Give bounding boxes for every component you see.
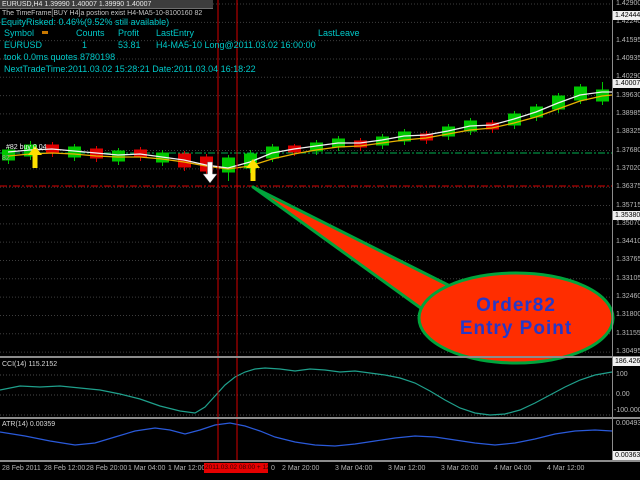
time-label: 0 (271, 465, 275, 472)
order-ticket-label: 82 (2, 155, 10, 162)
table-cell: 1 (82, 40, 88, 50)
time-label: 1 Mar 04:00 (128, 465, 166, 472)
annotation-bubble[interactable]: Order82 Entry Point (419, 294, 613, 340)
ea-quotes-line: took 0.0ms quotes 8780198 (4, 52, 116, 62)
price-label: 1.35070 (616, 219, 640, 227)
price-label: 1.42240 (616, 18, 640, 26)
exit-arrow-icon[interactable] (202, 161, 218, 184)
chart-titlebar[interactable]: EURUSD,H4 1.39990 1.40007 1.39990 1.4000… (0, 0, 213, 9)
buy-arrow-icon[interactable] (246, 159, 260, 181)
table-header: Profit (118, 28, 140, 38)
price-label: 1.41595 (616, 36, 640, 44)
table-cell: EURUSD (4, 40, 43, 50)
cci-axis-label: 100 (616, 371, 628, 378)
atr-value-box: 0.00363 (613, 451, 640, 460)
table-header: Symbol (4, 28, 35, 38)
annotation-ellipse[interactable] (417, 271, 615, 365)
chart-title: EURUSD,H4 1.39990 1.40007 1.39990 1.4000… (2, 1, 152, 8)
time-label: 28 Feb 12:00 (44, 465, 86, 472)
price-label: 1.40935 (616, 54, 640, 62)
time-label: 4 Mar 12:00 (547, 465, 585, 472)
price-label: 1.32460 (616, 293, 640, 301)
annotation-line2: Entry Point (459, 318, 573, 339)
symbol-sort-marker-icon (42, 31, 48, 34)
price-label: 1.31155 (616, 329, 640, 337)
price-label: 1.38985 (616, 109, 640, 117)
time-label: 1 Mar 12:00 (168, 465, 206, 472)
pane-separator[interactable] (0, 417, 640, 419)
time-highlight: 2011.03.02 08:00 + 12:00 (204, 463, 268, 473)
price-box: 1.42444 (613, 11, 640, 20)
price-label: 1.31800 (616, 311, 640, 319)
table-cell: 53.81 (118, 40, 141, 50)
ma-fast-line (7, 91, 612, 169)
cci-axis-label: 0.00 (616, 391, 630, 398)
table-header: LastEntry (156, 28, 195, 38)
annotation-line1: Order82 (476, 295, 556, 316)
price-label: 1.30495 (616, 348, 640, 356)
time-label: 3 Mar 04:00 (335, 465, 373, 472)
atr-axis-label: 0.00493 (616, 420, 640, 427)
price-box: 1.35380 (613, 211, 640, 220)
price-label: 1.42900 (616, 0, 640, 7)
price-axis-border (612, 0, 613, 462)
order-line-label: #82 buy 0.04 (6, 144, 47, 151)
cci-indicator-label: CCI(14) 115.2152 (2, 361, 58, 368)
ea-equity-line: EquityRisked: 0.46%(9.52% still availabl… (1, 17, 170, 27)
ea-status-line: The TimeFrame[BUY H4]a postion exist H4-… (2, 10, 203, 17)
atr-indicator-label: ATR(14) 0.00359 (2, 421, 56, 428)
price-label: 1.37680 (616, 146, 640, 154)
price-label: 1.37020 (616, 164, 640, 172)
price-box: 1.40007 (613, 79, 640, 88)
buy-arrow-icon[interactable] (28, 146, 42, 168)
candle (574, 86, 587, 101)
table-cell: H4-MA5-10 Long@2011.03.02 16:00:00 (156, 40, 316, 50)
candle (222, 157, 235, 173)
price-label: 1.38325 (616, 128, 640, 136)
time-label: 28 Feb 2011 (2, 465, 41, 472)
price-label: 1.33765 (616, 256, 640, 264)
pane-separator[interactable] (0, 460, 640, 462)
time-label: 2 Mar 20:00 (282, 465, 320, 472)
candle (354, 140, 367, 148)
time-label: 3 Mar 20:00 (441, 465, 479, 472)
price-label: 1.34410 (616, 238, 640, 246)
atr-line (0, 422, 613, 447)
table-header: Counts (76, 28, 105, 38)
price-label: 1.33105 (616, 274, 640, 282)
pane-separator[interactable] (0, 356, 640, 358)
price-label: 1.40290 (616, 73, 640, 81)
time-label: 28 Feb 20:00 (86, 465, 128, 472)
cci-value-box: 186.4264 (613, 357, 640, 366)
time-label: 4 Mar 04:00 (494, 465, 532, 472)
candle (112, 150, 125, 162)
table-header: LastLeave (318, 28, 360, 38)
time-label: 3 Mar 12:00 (388, 465, 426, 472)
ea-schedule-line: NextTradeTime:2011.03.02 15:28:21 Date:2… (4, 64, 256, 74)
price-label: 1.35715 (616, 201, 640, 209)
cci-line (0, 367, 613, 416)
price-label: 1.36375 (616, 183, 640, 191)
ma-slow-line (7, 94, 613, 170)
price-label: 1.39630 (616, 91, 640, 99)
